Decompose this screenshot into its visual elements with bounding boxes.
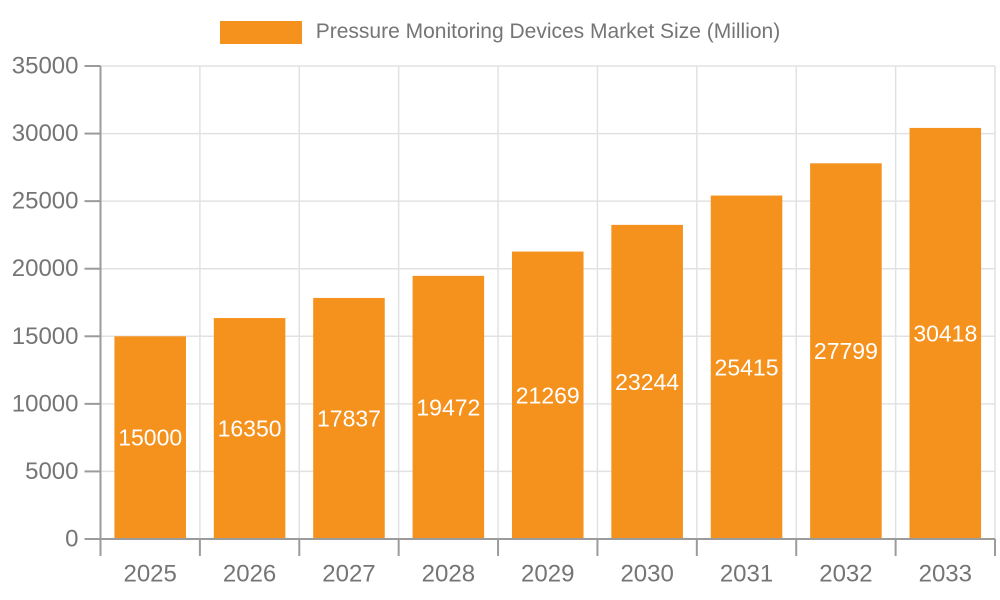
y-tick-label: 30000: [12, 120, 79, 147]
bar-value-label: 16350: [218, 416, 282, 442]
y-tick-label: 0: [65, 526, 78, 553]
y-tick-label: 25000: [12, 188, 79, 215]
bar-value-label: 19472: [416, 394, 480, 420]
x-tick-label: 2026: [223, 561, 276, 588]
bar-value-label: 30418: [913, 320, 977, 346]
bar-2033[interactable]: [909, 127, 982, 539]
x-tick-label: 2032: [819, 561, 872, 588]
y-tick-label: 15000: [12, 323, 79, 350]
bar-2027[interactable]: [313, 297, 385, 539]
x-tick-label: 2029: [521, 561, 574, 588]
bar-2028[interactable]: [412, 275, 485, 539]
bar-2032[interactable]: [810, 163, 882, 539]
bar-2031[interactable]: [710, 195, 783, 539]
x-tick-label: 2033: [919, 561, 972, 588]
bar-2026[interactable]: [213, 318, 286, 539]
y-tick-label: 5000: [25, 458, 78, 485]
bar-2025[interactable]: [114, 336, 186, 539]
bar-2029[interactable]: [511, 251, 584, 540]
bar-value-label: 17837: [317, 405, 381, 431]
legend-swatch[interactable]: [219, 20, 302, 44]
x-tick-label: 2028: [422, 561, 475, 588]
bar-value-label: 15000: [118, 425, 182, 451]
bar-value-label: 27799: [814, 338, 878, 364]
bar-value-label: 25415: [715, 354, 779, 380]
y-tick-label: 20000: [12, 255, 79, 282]
y-tick-label: 35000: [12, 53, 79, 80]
bar-2030[interactable]: [611, 224, 683, 539]
x-tick-label: 2031: [720, 561, 773, 588]
legend[interactable]: Pressure Monitoring Devices Market Size …: [0, 17, 1000, 47]
y-tick-label: 10000: [12, 390, 79, 417]
bar-value-label: 23244: [615, 369, 679, 395]
legend-label[interactable]: Pressure Monitoring Devices Market Size …: [315, 20, 781, 43]
x-tick-label: 2030: [620, 561, 673, 588]
x-tick-label: 2027: [322, 561, 375, 588]
x-tick-label: 2025: [123, 561, 176, 588]
bar-value-label: 21269: [516, 382, 580, 408]
